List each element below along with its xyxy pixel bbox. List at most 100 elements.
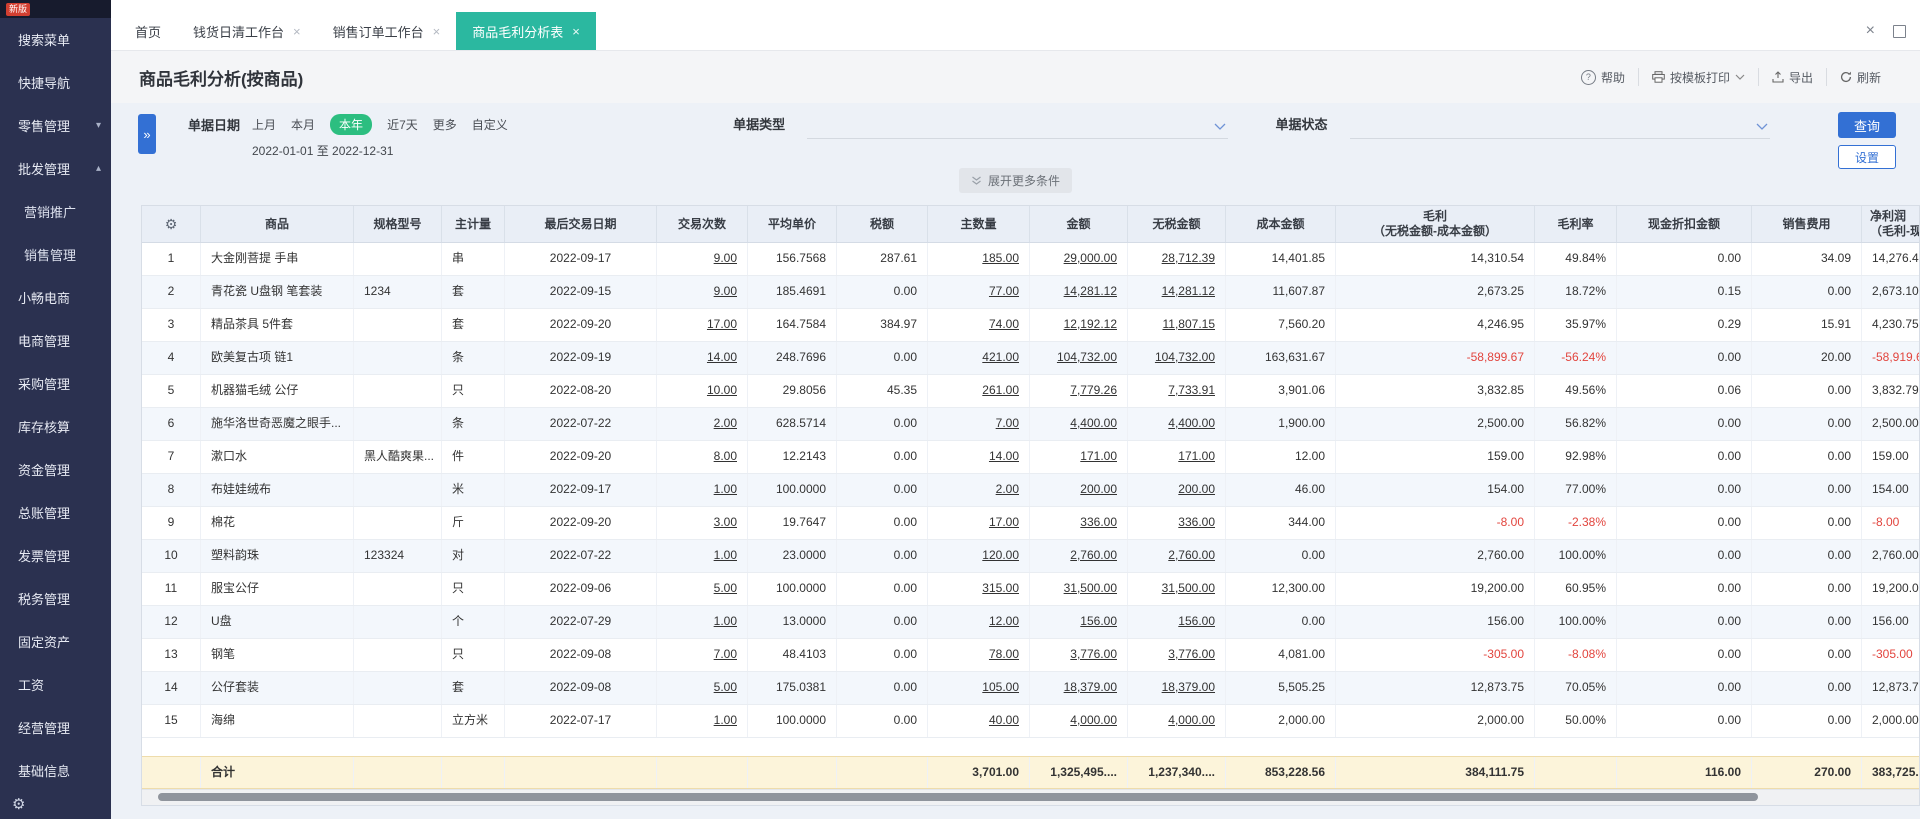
sidebar-item[interactable]: 总账管理	[0, 491, 111, 534]
drill-link[interactable]: 7,779.26	[1070, 383, 1117, 397]
drill-link[interactable]: 120.00	[982, 548, 1019, 562]
column-header[interactable]: 交易次数	[657, 206, 748, 242]
drill-link[interactable]: 10.00	[706, 383, 737, 397]
collapse-filter-button[interactable]: »	[138, 114, 156, 154]
drill-link[interactable]: 14.00	[706, 350, 737, 364]
drill-link[interactable]: 2.00	[995, 482, 1019, 496]
sidebar-item[interactable]: 工资	[0, 663, 111, 706]
column-header[interactable]: 成本金额	[1226, 206, 1336, 242]
drill-link[interactable]: 14.00	[988, 449, 1019, 463]
close-icon[interactable]: ×	[432, 23, 441, 39]
date-range-value[interactable]: 2022-01-01 至 2022-12-31	[252, 144, 394, 158]
drill-link[interactable]: 261.00	[982, 383, 1019, 397]
sidebar-item[interactable]: 快捷导航	[0, 61, 111, 104]
drill-link[interactable]: 31,500.00	[1161, 581, 1215, 595]
drill-link[interactable]: 2,760.00	[1070, 548, 1117, 562]
doc-type-select[interactable]	[807, 114, 1228, 139]
sidebar-item[interactable]: 采购管理	[0, 362, 111, 405]
drill-link[interactable]: 2,760.00	[1168, 548, 1215, 562]
date-option[interactable]: 自定义	[471, 118, 508, 132]
drill-link[interactable]: 40.00	[988, 713, 1019, 727]
drill-link[interactable]: 12.00	[988, 614, 1019, 628]
date-option[interactable]: 本年	[330, 114, 373, 135]
drill-link[interactable]: 2.00	[713, 416, 737, 430]
column-header[interactable]: 无税金额	[1128, 206, 1226, 242]
drill-link[interactable]: 3,776.00	[1070, 647, 1117, 661]
sidebar-item[interactable]: 资金管理	[0, 448, 111, 491]
tab[interactable]: 钱货日清工作台 ×	[177, 12, 317, 50]
close-icon[interactable]: ×	[293, 23, 301, 39]
drill-link[interactable]: 105.00	[982, 680, 1019, 694]
drill-link[interactable]: 104,732.00	[1154, 350, 1215, 364]
column-header[interactable]: 毛利率	[1535, 206, 1617, 242]
drill-link[interactable]: 7,733.91	[1168, 383, 1215, 397]
column-header[interactable]: 税额	[837, 206, 928, 242]
column-header[interactable]: 商品	[201, 206, 354, 242]
drill-link[interactable]: 14,281.12	[1161, 284, 1215, 298]
close-all-tabs-icon[interactable]: ×	[1865, 22, 1875, 39]
drill-link[interactable]: 14,281.12	[1063, 284, 1117, 298]
sidebar-item[interactable]: 税务管理	[0, 577, 111, 620]
drill-link[interactable]: 29,000.00	[1063, 251, 1117, 265]
drill-link[interactable]: 171.00	[1178, 449, 1215, 463]
column-header[interactable]: 净利润 （毛利-现金折扣-销售费用）	[1862, 206, 1919, 242]
drill-link[interactable]: 9.00	[713, 284, 737, 298]
doc-status-select[interactable]	[1349, 114, 1771, 139]
sidebar-item[interactable]: 营销推广	[0, 190, 111, 233]
drill-link[interactable]: 3,776.00	[1168, 647, 1215, 661]
drill-link[interactable]: 74.00	[988, 317, 1019, 331]
export-button[interactable]: 导出	[1757, 68, 1826, 86]
drill-link[interactable]: 28,712.39	[1161, 251, 1215, 265]
drill-link[interactable]: 78.00	[988, 647, 1019, 661]
close-icon[interactable]: ×	[572, 23, 580, 39]
drill-link[interactable]: 171.00	[1080, 449, 1117, 463]
drill-link[interactable]: 4,000.00	[1168, 713, 1215, 727]
gear-column-header[interactable]: ⚙	[142, 206, 201, 242]
drill-link[interactable]: 200.00	[1080, 482, 1117, 496]
drill-link[interactable]: 156.00	[1080, 614, 1117, 628]
drill-link[interactable]: 77.00	[988, 284, 1019, 298]
sidebar-item[interactable]: 基础信息	[0, 749, 111, 792]
column-header[interactable]: 金额	[1030, 206, 1128, 242]
drill-link[interactable]: 421.00	[982, 350, 1019, 364]
drill-link[interactable]: 185.00	[982, 251, 1019, 265]
column-header[interactable]: 现金折扣金额	[1617, 206, 1752, 242]
column-header[interactable]: 规格型号	[354, 206, 442, 242]
sidebar-item[interactable]: 固定资产	[0, 620, 111, 663]
drill-link[interactable]: 4,400.00	[1168, 416, 1215, 430]
drill-link[interactable]: 4,400.00	[1070, 416, 1117, 430]
expand-more-conditions-button[interactable]: 展开更多条件	[958, 168, 1072, 193]
drill-link[interactable]: 1.00	[713, 713, 737, 727]
column-header[interactable]: 毛利 （无税金额-成本金额）	[1336, 206, 1535, 242]
drill-link[interactable]: 1.00	[713, 614, 737, 628]
column-header[interactable]: 主计量	[442, 206, 505, 242]
date-option[interactable]: 更多	[432, 118, 457, 132]
drill-link[interactable]: 12,192.12	[1063, 317, 1117, 331]
drill-link[interactable]: 315.00	[982, 581, 1019, 595]
drill-link[interactable]: 18,379.00	[1063, 680, 1117, 694]
drill-link[interactable]: 8.00	[713, 449, 737, 463]
column-header[interactable]: 主数量	[928, 206, 1030, 242]
tab[interactable]: 商品毛利分析表 ×	[456, 12, 596, 50]
scrollbar-thumb[interactable]	[158, 793, 1758, 801]
date-option[interactable]: 本月	[291, 118, 316, 132]
refresh-button[interactable]: 刷新	[1825, 68, 1894, 86]
drill-link[interactable]: 7.00	[995, 416, 1019, 430]
settings-button[interactable]: 设置	[1838, 145, 1896, 169]
drill-link[interactable]: 11,807.15	[1162, 317, 1216, 331]
sidebar-item[interactable]: 搜索菜单	[0, 18, 111, 61]
drill-link[interactable]: 31,500.00	[1063, 581, 1117, 595]
sidebar-item[interactable]: 小畅电商	[0, 276, 111, 319]
sidebar-item[interactable]: 电商管理	[0, 319, 111, 362]
fullscreen-icon[interactable]	[1893, 24, 1906, 38]
sidebar-item[interactable]: 经营管理	[0, 706, 111, 749]
drill-link[interactable]: 200.00	[1178, 482, 1215, 496]
drill-link[interactable]: 336.00	[1178, 515, 1215, 529]
drill-link[interactable]: 9.00	[713, 251, 737, 265]
help-button[interactable]: ? 帮助	[1568, 68, 1638, 86]
drill-link[interactable]: 5.00	[713, 680, 737, 694]
sidebar-item[interactable]: 库存核算	[0, 405, 111, 448]
drill-link[interactable]: 5.00	[713, 581, 737, 595]
settings-gear-icon[interactable]: ⚙	[12, 796, 26, 813]
sidebar-item[interactable]: 销售管理	[0, 233, 111, 276]
